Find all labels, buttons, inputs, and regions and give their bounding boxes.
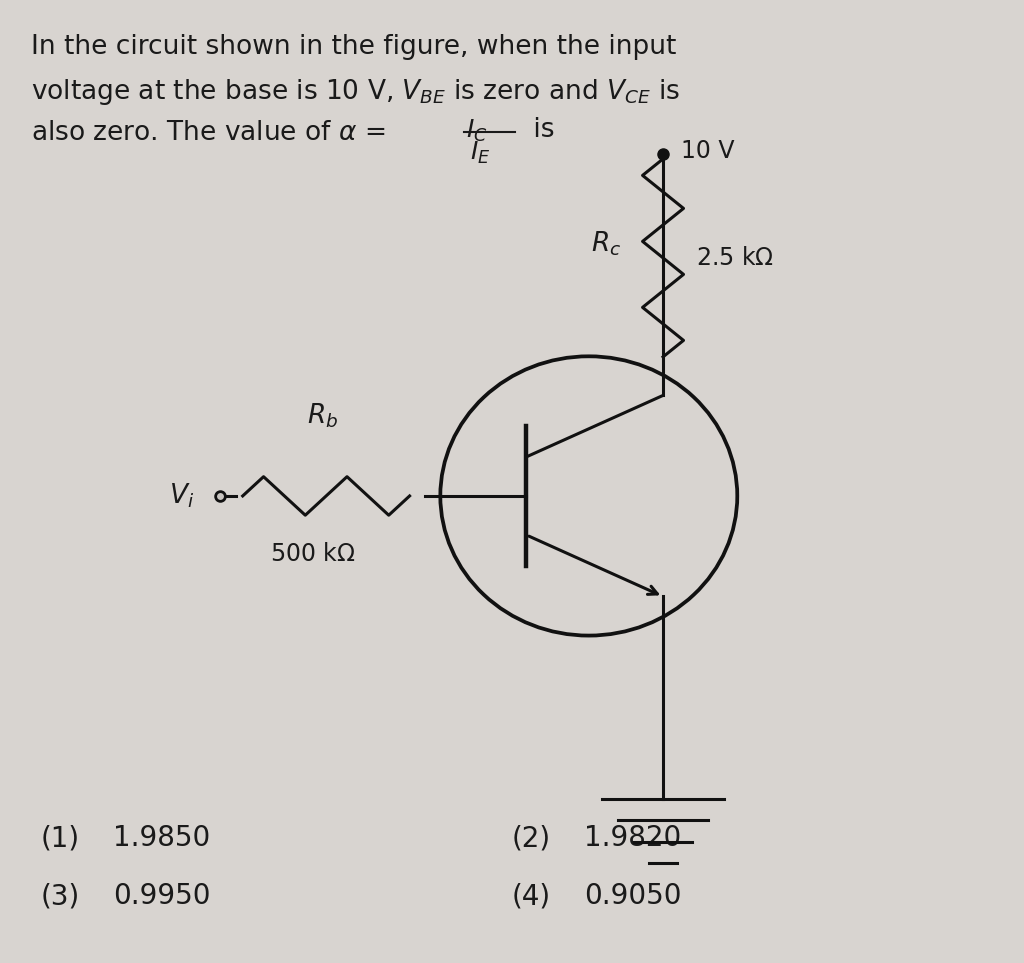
Text: (1): (1) bbox=[41, 824, 80, 852]
Text: 0.9050: 0.9050 bbox=[584, 882, 681, 910]
Text: voltage at the base is 10 V, $V_{BE}$ is zero and $V_{CE}$ is: voltage at the base is 10 V, $V_{BE}$ is… bbox=[31, 77, 680, 107]
Text: $I_E$: $I_E$ bbox=[470, 140, 490, 166]
Text: 10 V: 10 V bbox=[682, 140, 735, 163]
Text: 0.9950: 0.9950 bbox=[113, 882, 210, 910]
Text: (3): (3) bbox=[41, 882, 80, 910]
Text: (4): (4) bbox=[512, 882, 551, 910]
Text: $R_b$: $R_b$ bbox=[307, 402, 338, 430]
Text: (2): (2) bbox=[512, 824, 551, 852]
Text: is: is bbox=[525, 117, 555, 143]
Text: $I_C$: $I_C$ bbox=[466, 117, 487, 143]
Text: $V_i$: $V_i$ bbox=[169, 482, 195, 510]
Text: also zero. The value of $\alpha$ =: also zero. The value of $\alpha$ = bbox=[31, 120, 388, 146]
Text: 1.9850: 1.9850 bbox=[113, 824, 210, 852]
Text: $R_c$: $R_c$ bbox=[591, 229, 622, 258]
Text: 1.9820: 1.9820 bbox=[584, 824, 681, 852]
Text: 2.5 k$\Omega$: 2.5 k$\Omega$ bbox=[696, 246, 774, 270]
Text: In the circuit shown in the figure, when the input: In the circuit shown in the figure, when… bbox=[31, 34, 676, 60]
Text: 500 k$\Omega$: 500 k$\Omega$ bbox=[269, 542, 355, 566]
